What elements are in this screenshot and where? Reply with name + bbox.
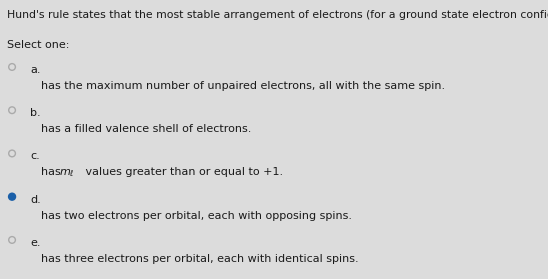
Text: Hund's rule states that the most stable arrangement of electrons (for a ground s: Hund's rule states that the most stable … xyxy=(7,10,548,20)
Ellipse shape xyxy=(9,64,15,70)
Text: c.: c. xyxy=(30,151,40,162)
Text: b.: b. xyxy=(30,108,41,118)
Ellipse shape xyxy=(9,237,15,243)
Text: has: has xyxy=(41,167,64,177)
Ellipse shape xyxy=(9,193,15,200)
Text: d.: d. xyxy=(30,195,41,205)
Text: e.: e. xyxy=(30,238,41,248)
Text: Select one:: Select one: xyxy=(7,40,69,50)
Text: values greater than or equal to +1.: values greater than or equal to +1. xyxy=(82,167,283,177)
Text: has the maximum number of unpaired electrons, all with the same spin.: has the maximum number of unpaired elect… xyxy=(41,81,445,91)
Text: has two electrons per orbital, each with opposing spins.: has two electrons per orbital, each with… xyxy=(41,211,352,221)
Text: $\mathit{m}_{\ell}$: $\mathit{m}_{\ell}$ xyxy=(59,167,74,179)
Ellipse shape xyxy=(9,150,15,157)
Text: a.: a. xyxy=(30,65,41,75)
Ellipse shape xyxy=(9,107,15,114)
Text: has a filled valence shell of electrons.: has a filled valence shell of electrons. xyxy=(41,124,252,134)
Text: has three electrons per orbital, each with identical spins.: has three electrons per orbital, each wi… xyxy=(41,254,359,264)
